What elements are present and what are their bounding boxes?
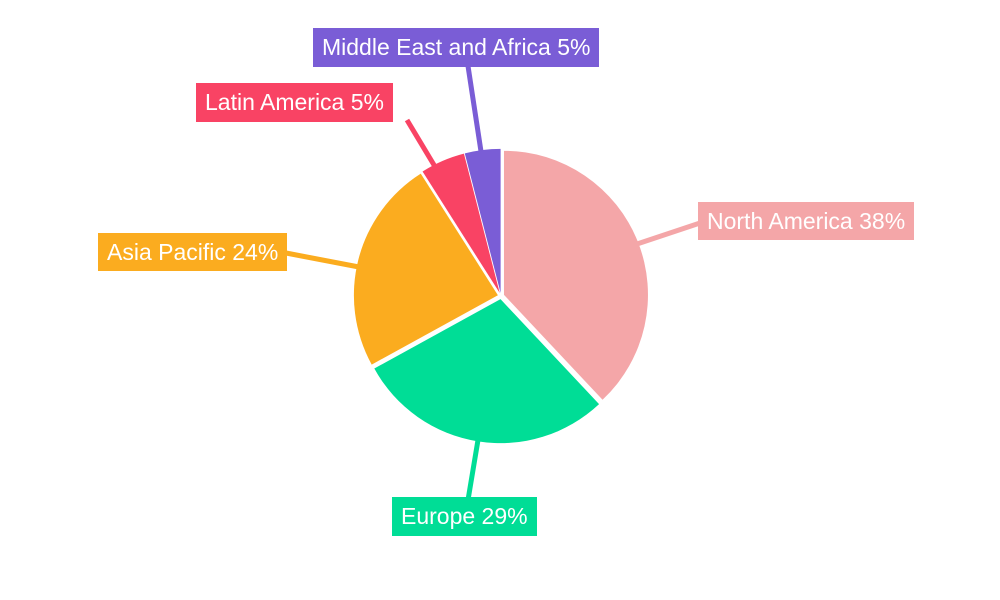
leader-line-latin-america: [404, 118, 440, 172]
pie-label-asia-pacific[interactable]: Asia Pacific 24%: [98, 233, 288, 271]
leader-lines: [285, 65, 707, 501]
leader-line-europe: [465, 439, 481, 501]
pie-label-latin-america[interactable]: Latin America 5%: [196, 83, 393, 122]
pie-label-north-america[interactable]: North America 38%: [698, 202, 915, 240]
pie-wedge-europe[interactable]: [374, 299, 600, 444]
leader-line-north-america: [636, 218, 707, 247]
pie-wedges: [353, 148, 648, 444]
leader-line-middle-east-africa: [465, 65, 485, 159]
leader-line-asia-pacific: [285, 250, 360, 270]
pie-wedge-middle-east-africa[interactable]: [464, 148, 501, 293]
pie-label-middle-east-africa[interactable]: Middle East and Africa 5%: [313, 28, 600, 67]
pie-wedge-asia-pacific[interactable]: [353, 173, 498, 365]
pie-label-europe[interactable]: Europe 29%: [392, 497, 537, 536]
pie-wedge-latin-america[interactable]: [422, 153, 500, 294]
pie-wedge-north-america[interactable]: [503, 150, 648, 400]
